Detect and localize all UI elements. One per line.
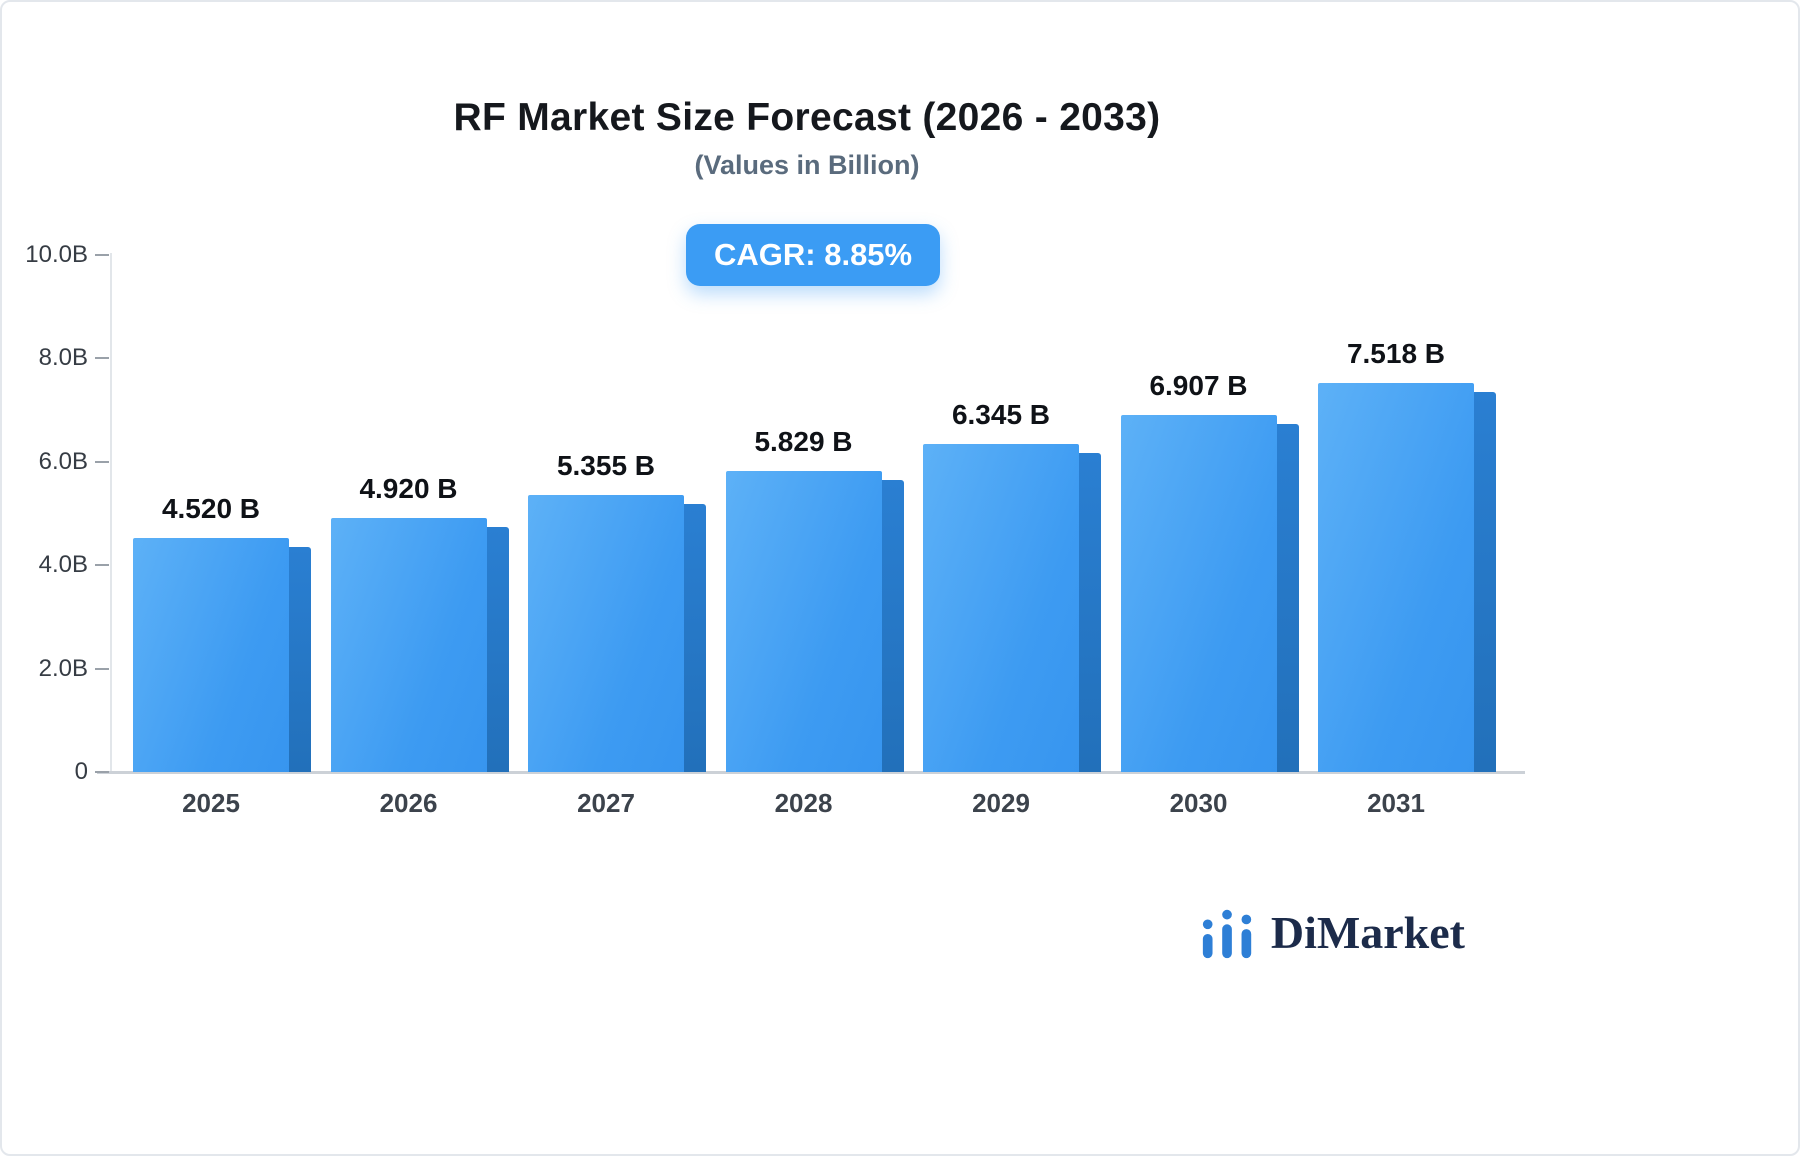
bar-side-2028	[881, 479, 904, 772]
cagr-badge: CAGR: 8.85%	[686, 224, 941, 286]
x-axis-label-2030: 2030	[1169, 788, 1228, 818]
x-axis-label-2028: 2028	[774, 788, 833, 818]
y-axis-tick-label: 10.0B	[25, 241, 88, 268]
bar-2027	[528, 495, 684, 772]
bar-value-label-2028: 5.829 B	[754, 425, 853, 457]
bar-2029	[923, 443, 1079, 772]
bar-value-label-2027: 5.355 B	[556, 450, 656, 482]
y-axis-tick-label: 6.0B	[38, 447, 88, 475]
bar-chart-icon	[1199, 904, 1257, 962]
bar-side-2026	[486, 526, 509, 772]
x-axis-line	[97, 771, 1525, 774]
bar-value-label-2025: 4.520 B	[161, 493, 261, 525]
bar-value-label-2026: 4.920 B	[359, 472, 458, 504]
chart-subtitle: (Values in Billion)	[694, 150, 920, 180]
x-axis-label-2029: 2029	[972, 788, 1030, 818]
y-axis-tick-label: 2.0B	[38, 654, 88, 682]
y-axis-tick-mark	[95, 254, 109, 256]
bar-2025	[133, 538, 289, 772]
y-axis-tick-label: 4.0B	[38, 551, 88, 579]
bar-side-2029	[1079, 452, 1101, 772]
bar-side-2025	[289, 547, 311, 772]
y-axis-tick-mark	[95, 357, 109, 360]
bar-side-2031	[1474, 392, 1496, 772]
bar-2026	[330, 517, 487, 772]
x-axis-label-2025: 2025	[182, 788, 240, 818]
y-axis-tick-label: 0	[74, 758, 88, 785]
chart-title: RF Market Size Forecast (2026 - 2033)	[453, 96, 1161, 139]
bar-side-2030	[1276, 423, 1299, 772]
dimarket-logo: DiMarket	[1199, 904, 1465, 962]
bar-value-label-2031: 7.518 B	[1346, 338, 1446, 370]
bar-2031	[1318, 383, 1474, 772]
y-axis-line	[110, 253, 112, 773]
x-axis-label-2027: 2027	[577, 788, 635, 818]
bar-2030	[1120, 414, 1277, 772]
logo-text: DiMarket	[1270, 907, 1465, 958]
bar-2028	[725, 470, 882, 772]
y-axis-tick-label: 8.0B	[38, 344, 88, 372]
y-axis-tick-mark	[95, 564, 109, 567]
y-axis-tick-mark	[95, 771, 109, 773]
bar-value-label-2029: 6.345 B	[951, 398, 1051, 430]
x-axis-label-2031: 2031	[1367, 788, 1425, 818]
bar-value-label-2030: 6.907 B	[1149, 369, 1248, 401]
bar-side-2027	[684, 504, 706, 772]
y-axis-tick-mark	[95, 460, 109, 463]
x-axis-label-2026: 2026	[379, 788, 438, 818]
y-axis-tick-mark	[95, 667, 109, 670]
